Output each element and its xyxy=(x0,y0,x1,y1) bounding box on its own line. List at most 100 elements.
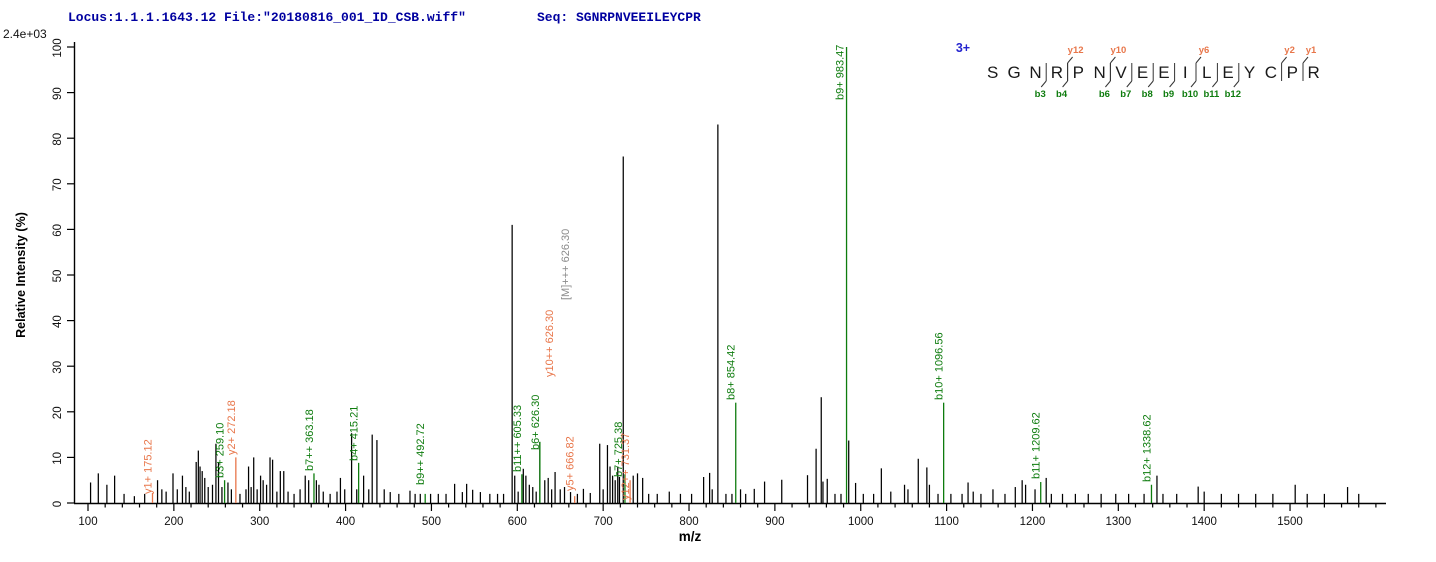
y-tick-label: 0 xyxy=(52,501,64,507)
b-cleavage-diagonal xyxy=(1062,80,1068,88)
y-tick-label: 10 xyxy=(52,452,64,465)
y-tick-label: 20 xyxy=(52,406,64,419)
y-cleavage-diagonal xyxy=(1281,56,1287,64)
intensity-scale-label: 2.4e+03 xyxy=(3,27,47,41)
peptide-fragment-diagram: 3+S G N R P N V E E I L E Y C P Rb3 b4 b6 b7 b8 b9 b10 b11 b12y… xyxy=(956,41,1320,100)
peak-label-b8+: b8+ 854.42 xyxy=(726,345,738,400)
b-ion-label-b12: b12 xyxy=(1225,89,1241,100)
peak-label-b4+: b4+ 415.21 xyxy=(349,406,361,461)
peak-label-b6+: b6+ 626.30 xyxy=(530,395,542,450)
residue-6-N: N xyxy=(1094,63,1106,82)
x-tick-label: 1500 xyxy=(1277,516,1303,528)
x-tick-label: 1100 xyxy=(934,516,959,528)
b-ion-label-b8: b8 xyxy=(1142,89,1153,100)
peak-label-b11++: b11++ 605.33 xyxy=(512,405,524,472)
peak-label-b9++: b9++ 492.72 xyxy=(415,423,427,485)
b-cleavage-diagonal xyxy=(1190,80,1197,88)
peak-label-b11+: b11+ 1209.62 xyxy=(1031,412,1043,479)
residue-10-I: I xyxy=(1183,63,1188,82)
peak-label-b12+: b12+ 1338.62 xyxy=(1141,414,1153,482)
peak-label-y5+: y5+ 666.82 xyxy=(565,436,577,491)
peak-label-b7++: b7++ 363.18 xyxy=(304,409,316,471)
x-tick-label: 600 xyxy=(508,516,527,528)
x-tick-label: 800 xyxy=(679,516,698,528)
peak-label-y10++: y10++ 626.30 xyxy=(544,310,556,377)
spectrum-peaks xyxy=(89,124,1360,503)
residue-12-E: E xyxy=(1222,63,1233,82)
y-ion-label-y12: y12 xyxy=(1068,45,1084,56)
peak-label-b3+: b3+ 259.10 xyxy=(215,423,227,478)
header-sequence: Seq: SGNRPNVEEILEYCPR xyxy=(537,10,701,25)
b-cleavage-diagonal xyxy=(1169,80,1175,88)
residue-16-R: R xyxy=(1308,63,1320,82)
x-axis-title: m/z xyxy=(679,529,702,544)
residue-5-P: P xyxy=(1073,63,1084,82)
b-cleavage-diagonal xyxy=(1233,80,1240,88)
x-tick-label: 1400 xyxy=(1191,516,1217,528)
plot-area[interactable] xyxy=(75,42,1386,503)
peak-label-b10+: b10+ 1096.56 xyxy=(934,332,946,400)
peak-label-[M]+++: [M]+++ 626.30 xyxy=(560,229,572,300)
y-tick-label: 70 xyxy=(52,178,64,191)
x-tick-label: 500 xyxy=(422,516,441,528)
b-cleavage-diagonal xyxy=(1147,80,1154,88)
residue-2-G: G xyxy=(1007,63,1020,82)
residue-1-S: S xyxy=(987,63,998,82)
y-ion-label-y2: y2 xyxy=(1284,45,1295,56)
residue-8-E: E xyxy=(1137,63,1148,82)
residue-15-P: P xyxy=(1287,63,1298,82)
x-tick-label: 900 xyxy=(765,516,784,528)
y-tick-label: 30 xyxy=(52,361,64,374)
y-ion-label-y1: y1 xyxy=(1306,45,1317,56)
x-tick-label: 1300 xyxy=(1106,516,1132,528)
residue-4-R: R xyxy=(1051,63,1063,82)
y-tick-label: 50 xyxy=(52,270,64,283)
x-tick-label: 400 xyxy=(336,516,355,528)
peak-annotations: y1+ 175.12 b3+ 259.10 y2+ 272.18 b7++ 363.1… xyxy=(142,45,1153,503)
peak-label-y1+: y1+ 175.12 xyxy=(142,439,154,494)
peak-label-y2+: y2+ 272.18 xyxy=(226,400,238,455)
x-tick-label: 1200 xyxy=(1020,516,1046,528)
x-tick-label: 700 xyxy=(594,516,613,528)
residue-14-C: C xyxy=(1265,63,1277,82)
b-cleavage-diagonal xyxy=(1040,80,1047,88)
x-tick-label: 1000 xyxy=(848,516,874,528)
b-ion-label-b6: b6 xyxy=(1099,89,1110,100)
residue-13-Y: Y xyxy=(1244,63,1255,82)
b-cleavage-diagonal xyxy=(1126,80,1133,88)
header-locus-file: Locus:1.1.1.1643.12 File:"20180816_001_I… xyxy=(68,10,466,25)
y-ion-label-y6: y6 xyxy=(1199,45,1210,56)
y-cleavage-diagonal xyxy=(1067,56,1073,64)
b-ion-label-b11: b11 xyxy=(1203,89,1220,100)
y-ion-label-y10: y10 xyxy=(1110,45,1126,56)
y-cleavage-diagonal xyxy=(1110,56,1116,64)
b-cleavage-diagonal xyxy=(1212,80,1218,88)
peak-label-b9+: b9+ 983.47 xyxy=(835,45,847,100)
b-ion-label-b7: b7 xyxy=(1120,89,1131,100)
y-tick-label: 90 xyxy=(52,87,64,100)
y-axis-title: Relative Intensity (%) xyxy=(14,212,28,338)
x-tick-label: 300 xyxy=(250,516,269,528)
y-tick-label: 80 xyxy=(52,133,64,146)
b-ion-label-b3: b3 xyxy=(1035,89,1046,100)
residue-3-N: N xyxy=(1029,63,1041,82)
residue-7-V: V xyxy=(1115,63,1127,82)
x-tick-label: 100 xyxy=(78,516,97,528)
header: Locus:1.1.1.1643.12 File:"20180816_001_I… xyxy=(68,10,701,25)
y-tick-label: 40 xyxy=(52,315,64,328)
residue-9-E: E xyxy=(1158,63,1169,82)
b-ion-label-b4: b4 xyxy=(1056,89,1068,100)
y-tick-label: 60 xyxy=(52,224,64,237)
precursor-charge-label: 3+ xyxy=(956,41,970,55)
peak-label-y12++: y12++ 731.37 xyxy=(620,433,632,500)
x-tick-label: 200 xyxy=(164,516,183,528)
b-cleavage-diagonal xyxy=(1105,80,1111,88)
axes: 100 200 300 400 500 600 700 800 900 1000 1100 1200 1… xyxy=(52,38,1386,528)
y-tick-label: 100 xyxy=(52,38,64,57)
y-cleavage-diagonal xyxy=(1302,56,1309,64)
y-cleavage-diagonal xyxy=(1195,56,1202,64)
residue-11-L: L xyxy=(1202,63,1211,82)
peak-label-b7+: b7+ 725.38 xyxy=(613,422,625,477)
